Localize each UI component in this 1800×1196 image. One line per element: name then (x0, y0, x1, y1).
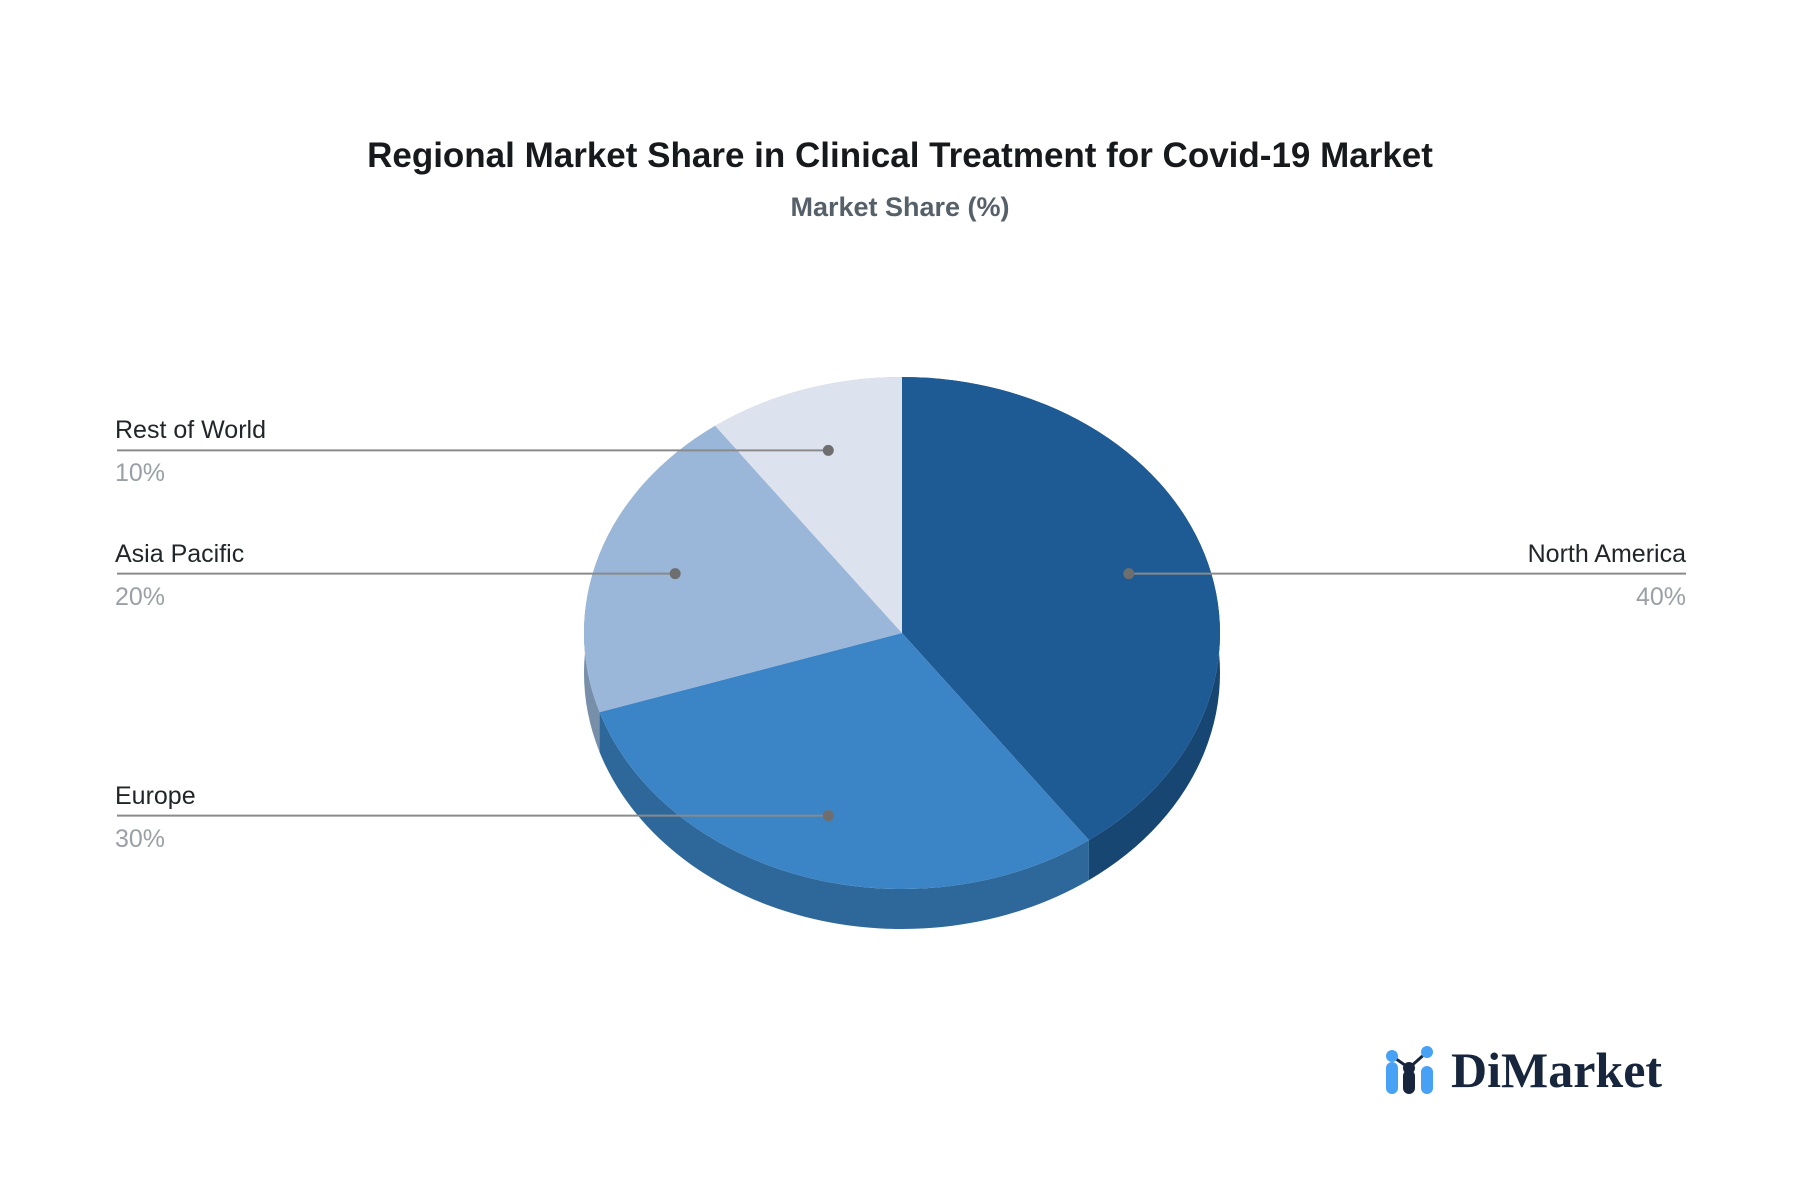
leader-dot-europe (822, 810, 834, 822)
dimarket-logo-icon (1386, 1046, 1433, 1094)
chart-subtitle: Market Share (%) (790, 192, 1010, 222)
leader-dot-rest-of-world (822, 444, 834, 456)
dimarket-logo-text: DiMarket (1451, 1042, 1663, 1098)
pie-slice-europe[interactable] (599, 633, 1089, 890)
leader-dot-asia-pacific (669, 568, 681, 580)
pie-slice-asia-pacific[interactable] (583, 425, 902, 713)
chart-title: Regional Market Share in Clinical Treatm… (367, 136, 1433, 175)
pie-slice-rest-of-world[interactable] (715, 377, 902, 633)
pie-slice-depth-europe (599, 712, 1089, 930)
leader-dot-north-america (1123, 568, 1135, 580)
pie-slice-north-america[interactable] (902, 377, 1221, 841)
dimarket-logo: DiMarket (1384, 1044, 1662, 1096)
